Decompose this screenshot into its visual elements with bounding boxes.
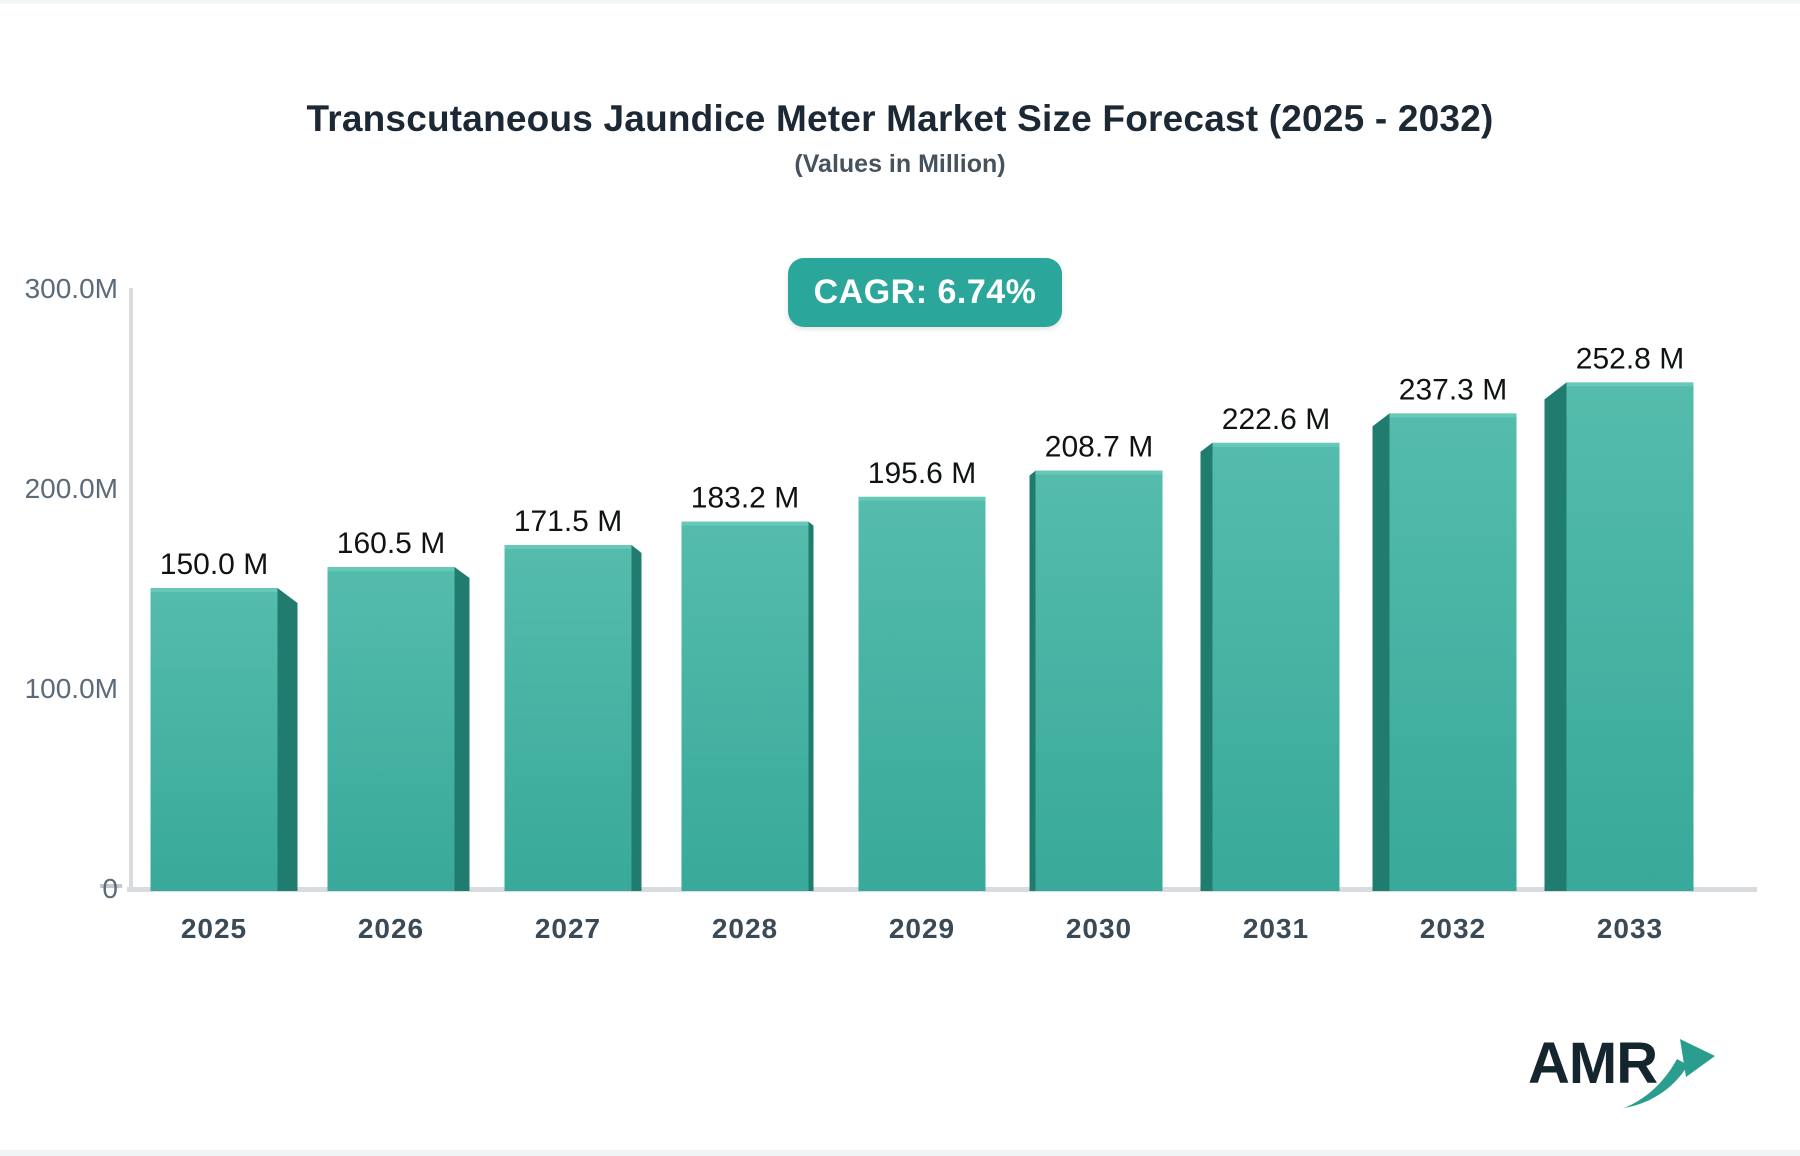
y-tick-label: 0 <box>102 873 118 904</box>
bar-top-highlight <box>327 567 455 571</box>
labels-layer: 150.0 M 2025 160.5 M 2026 171.5 M 2027 183.2 M… <box>160 342 1684 944</box>
bar <box>504 545 632 891</box>
chart-subtitle: (Values in Million) <box>794 150 1006 178</box>
x-tick-label: 2030 <box>1066 913 1132 944</box>
top-edge-strip <box>0 0 1800 4</box>
x-tick-label: 2033 <box>1597 913 1663 944</box>
cagr-badge: CAGR: 6.74% <box>788 258 1062 327</box>
x-tick-label: 2031 <box>1243 913 1309 944</box>
bar-top-highlight <box>1035 470 1163 475</box>
bar-value-label: 150.0 M <box>160 548 268 581</box>
bar-top-highlight <box>150 588 278 592</box>
bar <box>1212 442 1340 891</box>
bar-side-face <box>1544 382 1567 891</box>
x-tick-label: 2026 <box>358 913 424 944</box>
bar-value-label: 195.6 M <box>868 457 976 490</box>
x-tick-label: 2025 <box>181 913 247 944</box>
zero-tick-mark <box>100 884 122 888</box>
bar-top-highlight <box>504 545 632 549</box>
bar-side-face <box>454 567 470 891</box>
bar-value-label: 208.7 M <box>1045 431 1153 464</box>
y-tick-label: 100.0M <box>25 673 118 704</box>
bar-value-label: 237.3 M <box>1399 373 1507 406</box>
x-tick-label: 2029 <box>889 913 955 944</box>
bar-top-highlight <box>1212 442 1340 447</box>
y-tick-label: 300.0M <box>25 273 118 304</box>
x-tick-label: 2028 <box>712 913 778 944</box>
bar-side-face <box>1200 442 1213 891</box>
bar-value-label: 160.5 M <box>337 527 445 560</box>
bar <box>1035 470 1163 891</box>
bar <box>1566 382 1694 891</box>
bar-side-face <box>1029 470 1036 891</box>
bar-top-highlight <box>681 521 809 526</box>
bar-side-face <box>277 588 298 891</box>
bar <box>1389 413 1517 891</box>
bars-layer <box>150 382 1694 891</box>
amr-logo: AMR <box>1528 1022 1728 1112</box>
bar-top-highlight <box>1389 413 1517 418</box>
bar-value-label: 252.8 M <box>1576 342 1684 375</box>
bar-value-label: 183.2 M <box>691 482 799 515</box>
amr-logo-text: AMR <box>1528 1031 1658 1096</box>
bar-top-highlight <box>1566 382 1694 387</box>
y-axis-line <box>129 288 133 892</box>
cagr-badge-label: CAGR: 6.74% <box>813 273 1037 311</box>
chart-title: Transcutaneous Jaundice Meter Market Siz… <box>306 98 1494 139</box>
bottom-edge-strip <box>0 1150 1800 1156</box>
x-tick-label: 2032 <box>1420 913 1486 944</box>
bar <box>681 521 809 891</box>
bar-value-label: 171.5 M <box>514 505 622 538</box>
bar-side-face <box>808 521 814 891</box>
x-tick-label: 2027 <box>535 913 601 944</box>
bar <box>327 567 455 891</box>
bar-value-label: 222.6 M <box>1222 403 1330 436</box>
amr-logo-arrow-icon <box>1624 1039 1715 1108</box>
y-tick-label: 200.0M <box>25 473 118 504</box>
bar-side-face <box>631 545 642 891</box>
bar-top-highlight <box>858 496 986 501</box>
bar <box>150 588 278 891</box>
bar <box>858 496 986 891</box>
bar-side-face <box>1372 413 1390 891</box>
